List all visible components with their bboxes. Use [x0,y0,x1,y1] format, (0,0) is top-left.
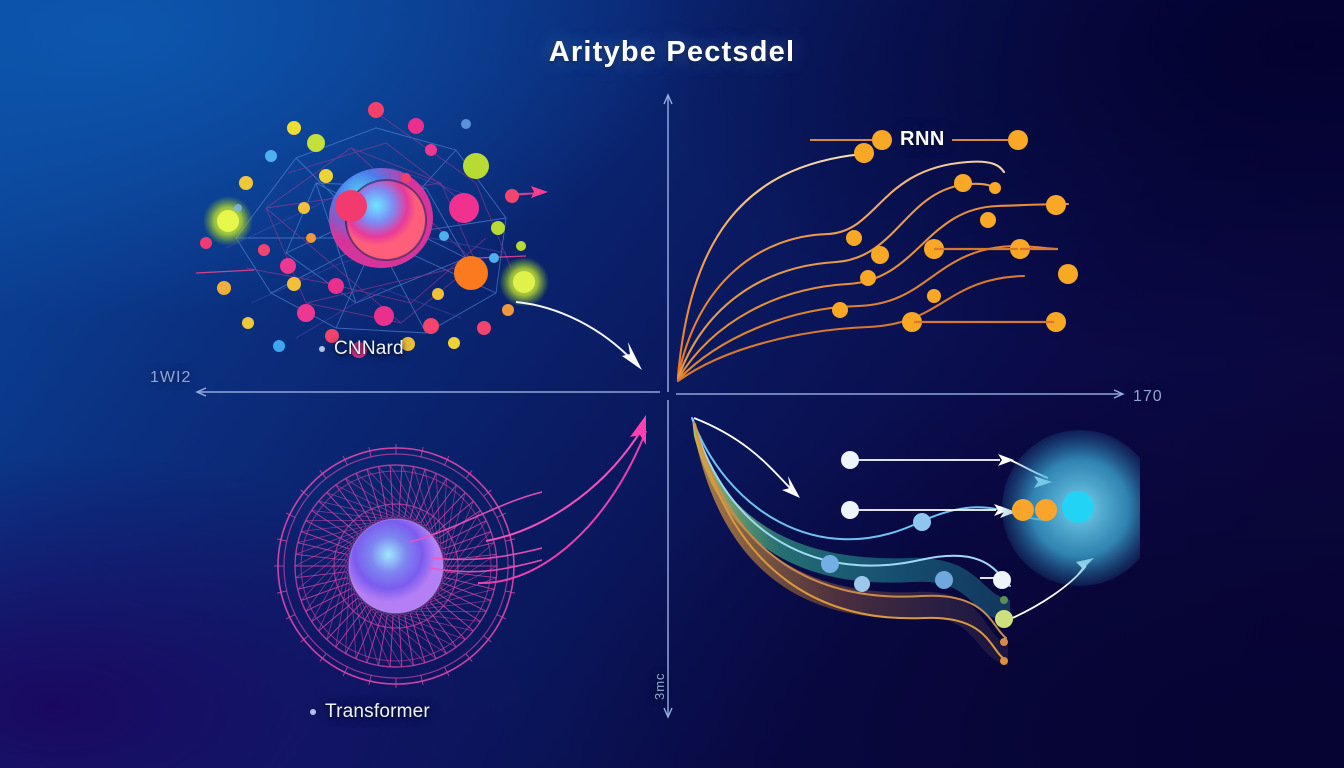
rnn-curve-chart [676,143,1078,383]
page-title: Aritybe Pectsdel [548,36,796,68]
bullet-icon [310,709,316,715]
arrowhead-icon [630,415,646,445]
axis-label-bottom: 3mc [652,672,667,700]
axis-label-right: 170 [1133,388,1163,405]
flow-stream-chart [691,417,1140,666]
label-cnnard: CNNard [319,338,404,360]
transformer-spirograph [274,444,542,688]
rnn-legend-marks [810,130,1028,150]
arrow-transformer-to-center [477,415,647,585]
axis-label-left: 1WI2 [150,369,192,386]
rnn-markers [832,143,1078,332]
network-nodes [200,102,526,358]
flow-band-teal [692,418,1010,622]
network-arrow-left-icon [531,186,548,198]
transformer-core [349,519,443,613]
label-rnn: RNN [900,128,945,150]
bullet-icon [319,346,325,352]
arrow-cnn-to-center [515,301,642,370]
label-transformer: Transformer [310,701,430,723]
arrowhead-icon [622,342,642,370]
target-node-core [1062,491,1094,523]
cnn-network-graph [195,102,549,358]
flow-band-amber [694,424,1008,666]
flow-markers [821,451,1057,665]
